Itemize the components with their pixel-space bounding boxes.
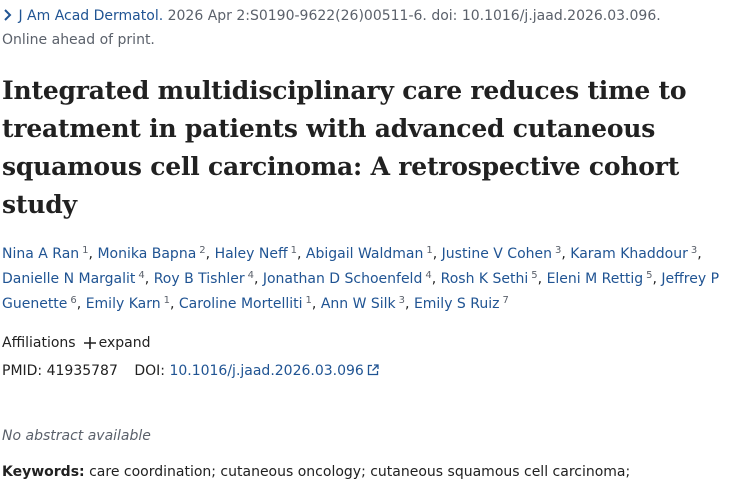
author: Eleni M Rettig 5, (546, 270, 657, 288)
author-separator: , (144, 271, 150, 287)
author-separator: , (253, 271, 259, 287)
author-separator: , (537, 271, 543, 287)
author: Emily Karn 1, (85, 295, 175, 313)
author: Jeffrey P Guenette 6, (2, 271, 719, 312)
keywords-label: Keywords: (2, 464, 85, 480)
author-list: Nina A Ran 1, Monika Bapna 2, Haley Neff 1,… (2, 242, 746, 317)
author-affiliation[interactable]: 3 (555, 245, 562, 256)
author-affiliation[interactable]: 2 (199, 245, 206, 256)
citation: J Am Acad Dermatol. 2026 Apr 2:S0190-962… (2, 4, 746, 52)
chevron-icon (4, 9, 12, 21)
author: Haley Neff 1, (214, 245, 302, 263)
author-name[interactable]: Roy B Tishler (153, 271, 245, 287)
author-name[interactable]: Caroline Mortelliti (178, 296, 303, 312)
author-separator: , (561, 246, 566, 262)
author-name[interactable]: Abigail Waldman (305, 246, 424, 262)
author: Emily S Ruiz 7 (413, 295, 509, 313)
author: Caroline Mortelliti 1, (178, 295, 317, 313)
pmid: 41935787 (46, 363, 118, 379)
author-affiliation[interactable]: 5 (531, 270, 538, 281)
citation-details: 2026 Apr 2:S0190-9622(26)00511-6. doi: 1… (167, 8, 661, 24)
author: Danielle N Margalit 4, (2, 270, 150, 288)
author-affiliation[interactable]: 1 (290, 245, 298, 256)
author-name[interactable]: Danielle N Margalit (2, 271, 136, 287)
author-separator: , (88, 246, 93, 262)
author-name[interactable]: Emily Karn (85, 296, 161, 312)
author-affiliation[interactable]: 1 (305, 295, 312, 306)
author-affiliation[interactable]: 3 (690, 245, 698, 256)
author-name[interactable]: Justine V Cohen (441, 246, 552, 262)
author-name[interactable]: Karam Khaddour (570, 246, 688, 262)
author-affiliation[interactable]: 1 (82, 245, 89, 256)
doi-link[interactable]: 10.1016/j.jaad.2026.03.096 (169, 363, 364, 379)
author-affiliation[interactable]: 3 (398, 295, 406, 306)
author: Justine V Cohen 3, (441, 245, 566, 263)
author-affiliation[interactable]: 4 (247, 270, 254, 281)
author-separator: , (76, 296, 82, 312)
article-title: Integrated multidisciplinary care reduce… (2, 76, 687, 219)
affiliations: Affiliations expand (2, 329, 746, 357)
author-separator: , (697, 246, 702, 262)
author: Nina A Ran 1, (2, 245, 93, 263)
author-name[interactable]: Eleni M Rettig (546, 271, 644, 287)
doi-label: DOI: (134, 363, 165, 379)
affiliations-toggle[interactable]: expand (98, 335, 151, 351)
author-name[interactable]: Nina A Ran (2, 246, 80, 262)
author-affiliation[interactable]: 1 (163, 295, 170, 306)
author: Roy B Tishler 4, (153, 270, 259, 288)
plus-icon[interactable] (83, 337, 96, 349)
author-name[interactable]: Haley Neff (214, 246, 288, 262)
publication-status: Online ahead of print. (2, 32, 155, 48)
author-name[interactable]: Rosh K Sethi (440, 271, 529, 287)
article: J Am Acad Dermatol. 2026 Apr 2:S0190-962… (2, 4, 746, 485)
author-separator: , (297, 246, 302, 262)
author: Abigail Waldman 1, (305, 245, 438, 263)
author-affiliation[interactable]: 7 (502, 295, 509, 306)
author-separator: , (205, 246, 211, 262)
author-affiliation[interactable]: 4 (138, 270, 145, 281)
author-separator: , (311, 296, 317, 312)
author-name[interactable]: Jeffrey P Guenette (2, 271, 720, 312)
external-link-icon (367, 364, 379, 376)
identifiers: PMID: 41935787 DOI: 10.1016/j.jaad.2026.… (2, 357, 746, 385)
journal-link[interactable]: J Am Acad Dermatol. (18, 8, 164, 24)
author-name[interactable]: Ann W Silk (320, 296, 396, 312)
author-separator: , (405, 296, 410, 312)
author-affiliation[interactable]: 6 (70, 295, 77, 306)
author-name[interactable]: Monika Bapna (97, 246, 197, 262)
abstract: No abstract available (2, 428, 151, 444)
affiliations-label: Affiliations (2, 335, 76, 351)
author-affiliation[interactable]: 4 (425, 270, 432, 281)
keywords-text: care coordination; cutaneous oncology; c… (89, 464, 631, 480)
author: Ann W Silk 3, (320, 295, 410, 313)
author-affiliation[interactable]: 5 (646, 270, 653, 281)
keywords: Keywords: care coordination; cutaneous o… (2, 459, 746, 485)
author: Jonathan D Schoenfeld 4, (262, 270, 437, 288)
author: Rosh K Sethi 5, (440, 270, 543, 288)
author-separator: , (652, 271, 657, 287)
author-separator: , (431, 271, 437, 287)
pmid-label: PMID: (2, 363, 43, 379)
author-name[interactable]: Emily S Ruiz (413, 296, 500, 312)
author: Karam Khaddour 3, (570, 245, 702, 263)
author-name[interactable]: Jonathan D Schoenfeld (262, 271, 423, 287)
author-separator: , (169, 296, 175, 312)
author: Monika Bapna 2, (97, 245, 211, 263)
author-affiliation[interactable]: 1 (426, 245, 433, 256)
author-separator: , (432, 246, 438, 262)
